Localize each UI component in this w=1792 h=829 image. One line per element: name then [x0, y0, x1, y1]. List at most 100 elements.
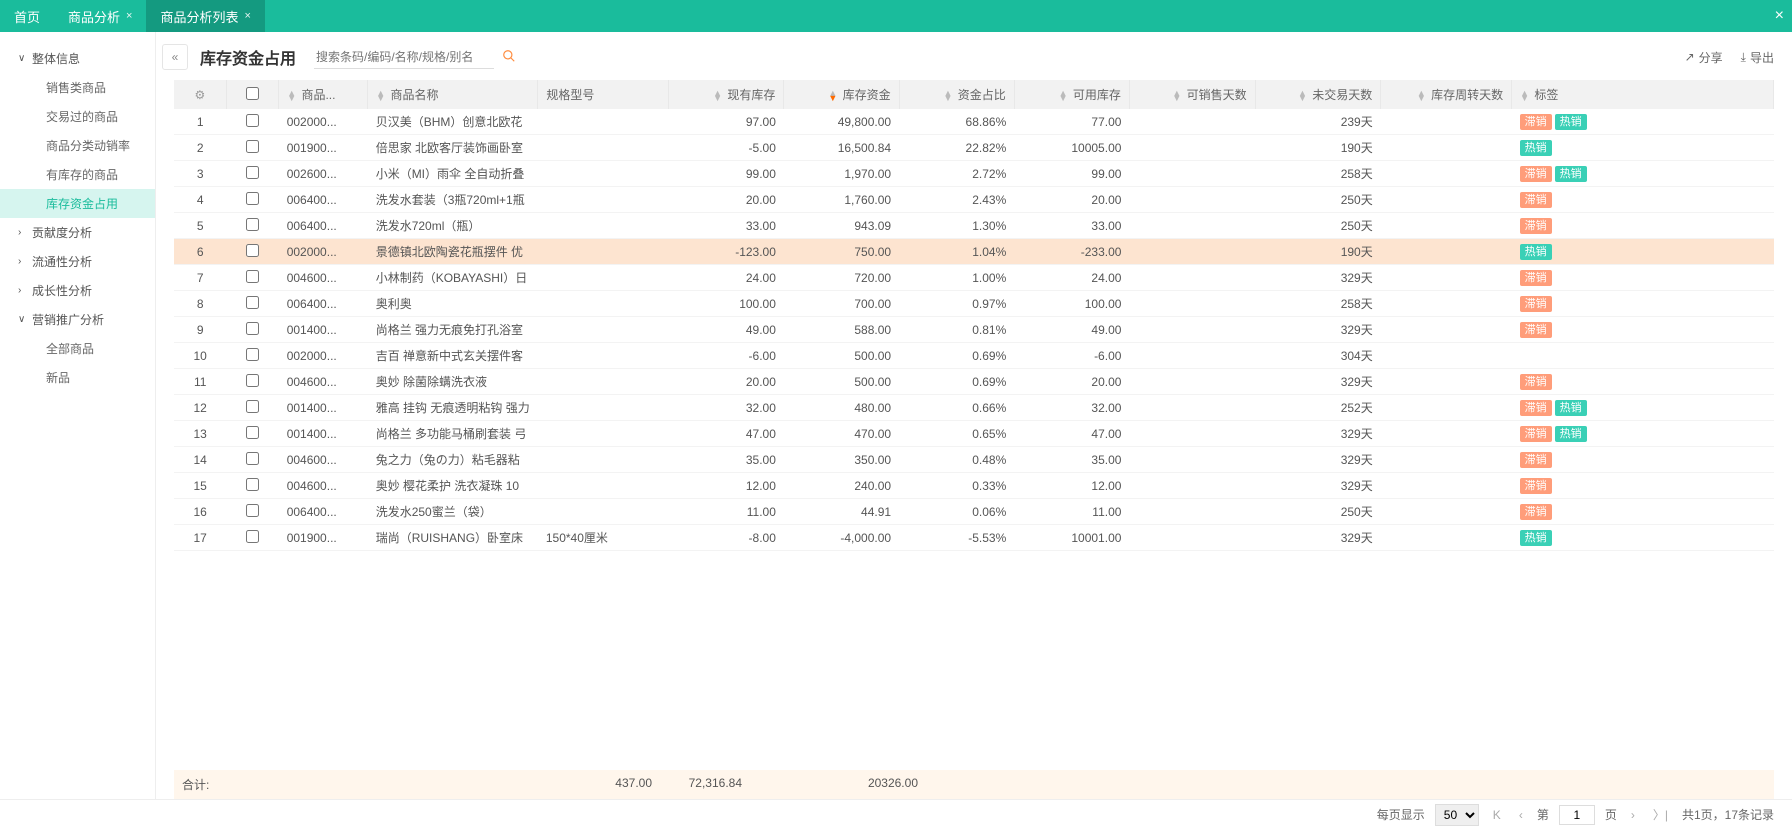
table-row[interactable]: 10002000...吉百 禅意新中式玄关摆件客-6.00500.000.69%… — [174, 343, 1774, 369]
row-checkbox[interactable] — [246, 374, 259, 387]
table-row[interactable]: 16006400...洗发水250蜜兰（袋）11.0044.910.06%11.… — [174, 499, 1774, 525]
data-table: ⚙ ▲▼ 商品...▲▼ 商品名称规格型号▲▼ 现有库存▲▼ 库存资金▲▼ 资金占… — [174, 80, 1774, 551]
table-row[interactable]: 8006400...奥利奥100.00700.000.97%100.00258天… — [174, 291, 1774, 317]
last-page-button[interactable]: 〉| — [1649, 806, 1672, 823]
side-group[interactable]: ∨整体信息 — [0, 44, 155, 73]
search-input[interactable] — [314, 46, 494, 69]
tag-hot: 热销 — [1555, 166, 1587, 182]
table-row[interactable]: 11004600...奥妙 除菌除螨洗衣液20.00500.000.69%20.… — [174, 369, 1774, 395]
totals-label: 合计: — [182, 776, 562, 793]
tab-商品分析列表[interactable]: 商品分析列表× — [146, 0, 264, 32]
col-code[interactable]: ▲▼ 商品... — [279, 80, 368, 109]
tag-slow: 滞销 — [1520, 452, 1552, 468]
share-button[interactable]: ↗ 分享 — [1685, 49, 1723, 66]
side-item[interactable]: 商品分类动销率 — [0, 131, 155, 160]
tag-slow: 滞销 — [1520, 114, 1552, 130]
table-row[interactable]: 12001400...雅高 挂钩 无痕透明粘钩 强力32.00480.000.6… — [174, 395, 1774, 421]
per-page-select[interactable]: 50 — [1435, 804, 1479, 826]
col-stock[interactable]: ▲▼ 现有库存 — [669, 80, 784, 109]
col-spec: 规格型号 — [538, 80, 669, 109]
row-checkbox[interactable] — [246, 530, 259, 543]
row-checkbox[interactable] — [246, 244, 259, 257]
table-row[interactable]: 5006400...洗发水720ml（瓶）33.00943.091.30%33.… — [174, 213, 1774, 239]
collapse-sidebar-button[interactable]: « — [162, 44, 188, 70]
side-item[interactable]: 有库存的商品 — [0, 160, 155, 189]
page-title: 库存资金占用 — [200, 45, 296, 69]
table-row[interactable]: 17001900...瑞尚（RUISHANG）卧室床150*40厘米-8.00-… — [174, 525, 1774, 551]
next-page-button[interactable]: › — [1627, 808, 1639, 822]
table-row[interactable]: 6002000...景德镇北欧陶瓷花瓶摆件 优-123.00750.001.04… — [174, 239, 1774, 265]
first-page-button[interactable]: K — [1489, 808, 1505, 822]
tag-slow: 滞销 — [1520, 270, 1552, 286]
top-tabs: 首页商品分析×商品分析列表×× — [0, 0, 1792, 32]
row-checkbox[interactable] — [246, 478, 259, 491]
tag-slow: 滞销 — [1520, 478, 1552, 494]
col-turnDays[interactable]: ▲▼ 库存周转天数 — [1381, 80, 1512, 109]
col-saleDays[interactable]: ▲▼ 可销售天数 — [1129, 80, 1255, 109]
table-row[interactable]: 14004600...兔之力（兔の力）粘毛器粘35.00350.000.48%3… — [174, 447, 1774, 473]
col-pct[interactable]: ▲▼ 资金占比 — [899, 80, 1014, 109]
side-item[interactable]: 销售类商品 — [0, 73, 155, 102]
tag-hot: 热销 — [1520, 244, 1552, 260]
tag-slow: 滞销 — [1520, 192, 1552, 208]
export-button[interactable]: ⤓ 导出 — [1741, 49, 1774, 66]
row-checkbox[interactable] — [246, 218, 259, 231]
table-row[interactable]: 1002000...贝汉美（BHM）创意北欧花97.0049,800.0068.… — [174, 109, 1774, 135]
row-checkbox[interactable] — [246, 140, 259, 153]
side-group[interactable]: ›流通性分析 — [0, 247, 155, 276]
tag-hot: 热销 — [1555, 114, 1587, 130]
side-item[interactable]: 新品 — [0, 363, 155, 392]
chevron-icon: › — [18, 256, 28, 267]
tab-商品分析[interactable]: 商品分析× — [54, 0, 146, 32]
side-item[interactable]: 交易过的商品 — [0, 102, 155, 131]
row-checkbox[interactable] — [246, 192, 259, 205]
row-checkbox[interactable] — [246, 322, 259, 335]
col-tags[interactable]: ▲▼ 标签 — [1512, 80, 1774, 109]
totals-stock: 437.00 — [562, 776, 652, 793]
tab-首页[interactable]: 首页 — [0, 0, 54, 32]
chevron-icon: › — [18, 227, 28, 238]
row-checkbox[interactable] — [246, 504, 259, 517]
row-checkbox[interactable] — [246, 166, 259, 179]
col-name[interactable]: ▲▼ 商品名称 — [368, 80, 538, 109]
prev-page-button[interactable]: ‹ — [1515, 808, 1527, 822]
row-checkbox[interactable] — [246, 296, 259, 309]
row-checkbox[interactable] — [246, 452, 259, 465]
sidebar: ∨整体信息销售类商品交易过的商品商品分类动销率有库存的商品库存资金占用›贡献度分… — [0, 32, 156, 799]
table-row[interactable]: 9001400...尚格兰 强力无痕免打孔浴室49.00588.000.81%4… — [174, 317, 1774, 343]
col-noTrade[interactable]: ▲▼ 未交易天数 — [1255, 80, 1381, 109]
table-row[interactable]: 3002600...小米（MI）雨伞 全自动折叠99.001,970.002.7… — [174, 161, 1774, 187]
tab-close-icon[interactable]: × — [244, 10, 250, 22]
page-input[interactable] — [1559, 805, 1595, 825]
side-group[interactable]: ›成长性分析 — [0, 276, 155, 305]
side-item[interactable]: 库存资金占用 — [0, 189, 155, 218]
tag-slow: 滞销 — [1520, 426, 1552, 442]
col-fund[interactable]: ▲▼ 库存资金 — [784, 80, 899, 109]
table-row[interactable]: 4006400...洗发水套装（3瓶720ml+1瓶20.001,760.002… — [174, 187, 1774, 213]
table-row[interactable]: 13001400...尚格兰 多功能马桶刷套装 弓47.00470.000.65… — [174, 421, 1774, 447]
tab-close-icon[interactable]: × — [126, 10, 132, 22]
chevron-icon: › — [18, 285, 28, 296]
row-checkbox[interactable] — [246, 114, 259, 127]
row-checkbox[interactable] — [246, 270, 259, 283]
select-all-checkbox[interactable] — [246, 87, 259, 100]
tag-hot: 热销 — [1520, 530, 1552, 546]
side-group[interactable]: ∨营销推广分析 — [0, 305, 155, 334]
row-checkbox[interactable] — [246, 426, 259, 439]
tag-hot: 热销 — [1520, 140, 1552, 156]
col-avail[interactable]: ▲▼ 可用库存 — [1014, 80, 1129, 109]
side-item[interactable]: 全部商品 — [0, 334, 155, 363]
close-all-icon[interactable]: × — [1775, 0, 1784, 32]
row-checkbox[interactable] — [246, 400, 259, 413]
side-group[interactable]: ›贡献度分析 — [0, 218, 155, 247]
table-row[interactable]: 2001900...倍思家 北欧客厅装饰画卧室-5.0016,500.8422.… — [174, 135, 1774, 161]
tag-slow: 滞销 — [1520, 296, 1552, 312]
tag-slow: 滞销 — [1520, 400, 1552, 416]
table-row[interactable]: 15004600...奥妙 樱花柔护 洗衣凝珠 1012.00240.000.3… — [174, 473, 1774, 499]
col-gear: ⚙ — [174, 80, 226, 109]
row-checkbox[interactable] — [246, 348, 259, 361]
gear-icon[interactable]: ⚙ — [195, 88, 206, 102]
table-row[interactable]: 7004600...小林制药（KOBAYASHI）日24.00720.001.0… — [174, 265, 1774, 291]
search-icon[interactable] — [502, 49, 516, 66]
tag-hot: 热销 — [1555, 400, 1587, 416]
